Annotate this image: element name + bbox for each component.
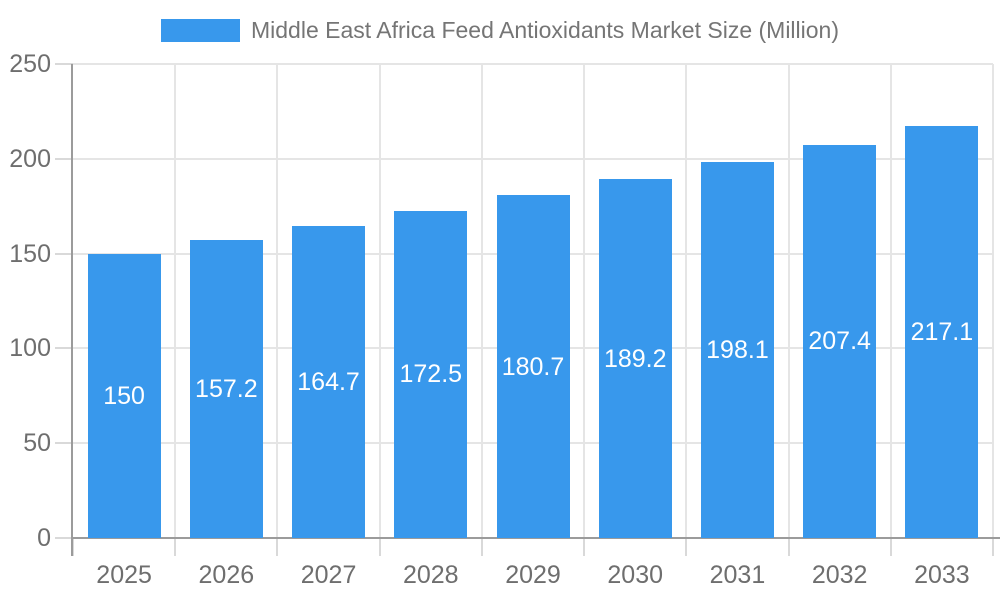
y-axis-tick bbox=[55, 537, 73, 539]
x-axis-tick bbox=[378, 538, 381, 556]
x-axis-line bbox=[73, 537, 1000, 539]
v-gridline bbox=[480, 64, 483, 538]
x-axis-label: 2029 bbox=[505, 561, 561, 589]
x-axis-tick bbox=[583, 538, 586, 556]
x-axis-tick bbox=[787, 538, 790, 556]
bar-value-label: 189.2 bbox=[603, 344, 667, 373]
v-gridline bbox=[685, 64, 688, 538]
v-gridline bbox=[174, 64, 177, 538]
bar-2032[interactable] bbox=[803, 144, 877, 538]
v-gridline bbox=[992, 64, 994, 538]
bar-value-label: 217.1 bbox=[910, 318, 974, 347]
y-axis-tick bbox=[55, 63, 73, 65]
bar-2030[interactable] bbox=[598, 179, 672, 538]
bar-2031[interactable] bbox=[700, 162, 774, 538]
y-axis-tick bbox=[55, 347, 73, 350]
y-axis-label: 250 bbox=[9, 50, 51, 78]
x-axis-label: 2026 bbox=[198, 561, 255, 589]
x-axis-label: 2032 bbox=[811, 561, 868, 589]
h-gridline bbox=[73, 63, 993, 65]
bar-value-label: 207.4 bbox=[808, 327, 871, 356]
legend-swatch bbox=[160, 18, 240, 42]
bar-2026[interactable] bbox=[189, 239, 263, 538]
x-axis-label: 2031 bbox=[709, 561, 766, 589]
y-axis-label: 200 bbox=[9, 144, 51, 173]
bar-2028[interactable] bbox=[394, 210, 468, 538]
bar-value-label: 180.7 bbox=[501, 352, 565, 381]
bar-value-label: 164.7 bbox=[297, 367, 360, 396]
y-axis-label: 150 bbox=[9, 239, 51, 268]
bar-value-label: 157.2 bbox=[195, 374, 258, 403]
y-axis-tick bbox=[55, 442, 73, 445]
x-axis-tick bbox=[685, 538, 688, 556]
v-gridline bbox=[889, 64, 892, 538]
h-gridline bbox=[73, 157, 993, 160]
bar-2027[interactable] bbox=[292, 225, 366, 538]
bar-2033[interactable] bbox=[905, 126, 979, 538]
x-axis-label: 2025 bbox=[96, 561, 152, 589]
v-gridline bbox=[787, 64, 790, 538]
x-axis-label: 2033 bbox=[914, 561, 970, 589]
bar-2029[interactable] bbox=[496, 195, 570, 538]
bar-2025[interactable] bbox=[87, 253, 161, 538]
bar-value-label: 172.5 bbox=[399, 360, 463, 389]
bar-value-label: 150 bbox=[103, 381, 145, 410]
x-axis-label: 2028 bbox=[402, 561, 459, 589]
x-axis-label: 2030 bbox=[607, 561, 664, 589]
v-gridline bbox=[276, 64, 279, 538]
y-axis-label: 50 bbox=[23, 429, 51, 458]
y-axis-tick bbox=[55, 157, 73, 160]
y-axis-label: 100 bbox=[9, 334, 51, 363]
v-gridline bbox=[583, 64, 586, 538]
x-axis-tick bbox=[72, 538, 74, 556]
x-axis-tick bbox=[276, 538, 279, 556]
y-axis-tick bbox=[55, 252, 73, 255]
x-axis-tick bbox=[174, 538, 177, 556]
x-axis-tick bbox=[480, 538, 483, 556]
x-axis-tick bbox=[889, 538, 892, 556]
v-gridline bbox=[378, 64, 381, 538]
x-axis-tick bbox=[992, 538, 994, 556]
x-axis-label: 2027 bbox=[300, 561, 357, 589]
y-axis-line bbox=[71, 64, 73, 556]
y-axis-label: 0 bbox=[37, 524, 51, 552]
chart-legend[interactable]: Middle East Africa Feed Antioxidants Mar… bbox=[0, 16, 1000, 44]
legend-label: Middle East Africa Feed Antioxidants Mar… bbox=[250, 16, 840, 43]
bar-value-label: 198.1 bbox=[706, 336, 769, 365]
